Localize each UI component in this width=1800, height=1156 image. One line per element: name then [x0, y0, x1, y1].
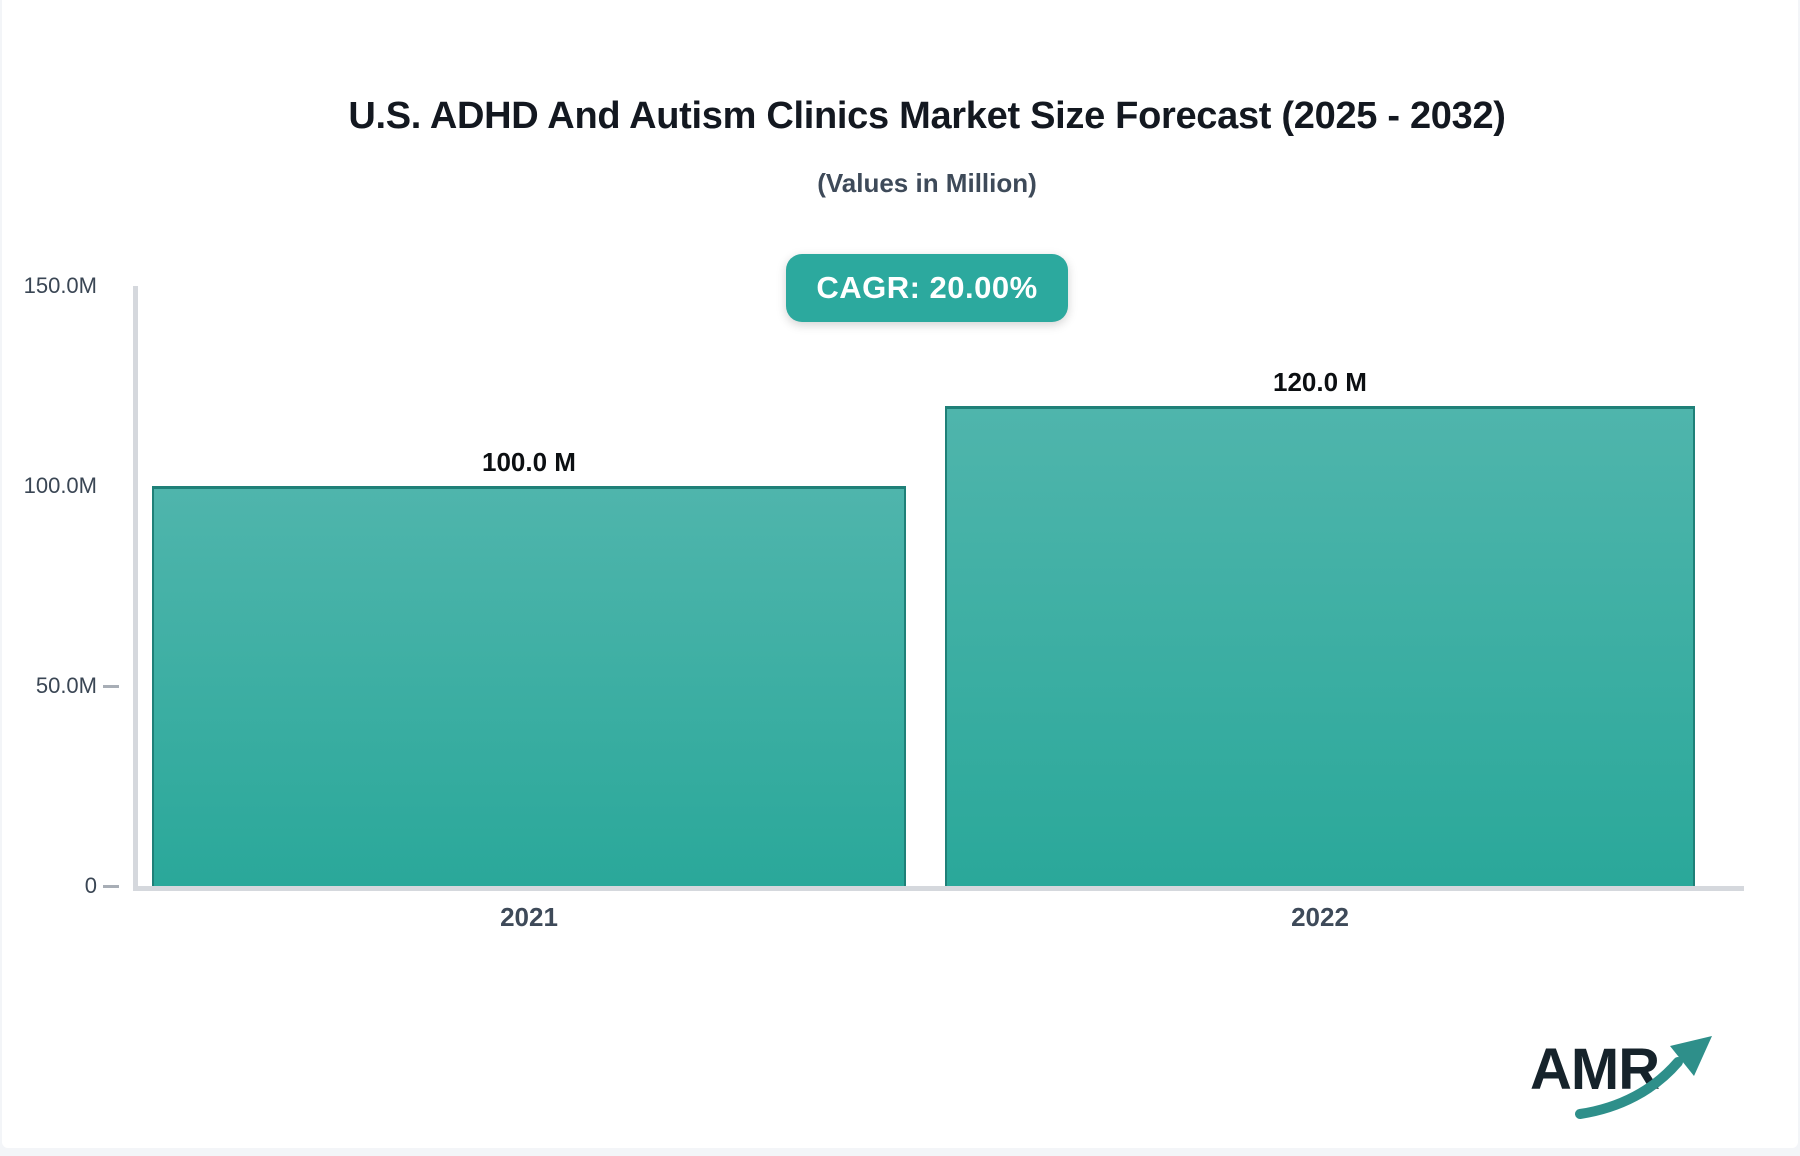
- x-tick-label-2022: 2022: [1291, 902, 1349, 932]
- cagr-badge-row: CAGR: 20.00%: [52, 254, 1800, 322]
- growth-arrow-head: [1670, 1036, 1712, 1076]
- cagr-badge: CAGR: 20.00%: [786, 254, 1068, 322]
- y-tick-mark-0: [103, 885, 119, 888]
- bar-value-label-2021: 100.0 M: [482, 447, 576, 477]
- x-tick-label-2021: 2021: [500, 902, 558, 932]
- chart-subtitle: (Values in Million): [817, 168, 1037, 198]
- growth-arrow-tail: [1575, 1057, 1683, 1119]
- y-tick-mark-50: [103, 685, 119, 688]
- y-tick-label-0: 0: [84, 873, 97, 898]
- amr-logo: AMR: [1530, 1030, 1730, 1126]
- y-tick-label-150: 150.0M: [23, 273, 97, 298]
- y-axis-line: [133, 286, 138, 891]
- bar-2021[interactable]: [152, 486, 906, 886]
- y-tick-label-50: 50.0M: [35, 673, 97, 698]
- bar-value-label-2022: 120.0 M: [1273, 367, 1367, 397]
- bar-2022[interactable]: [945, 406, 1695, 886]
- chart-title: U.S. ADHD And Autism Clinics Market Size…: [348, 95, 1506, 137]
- x-axis-line: [133, 886, 1744, 891]
- growth-arrow-icon: [1575, 1036, 1712, 1119]
- y-tick-label-100: 100.0M: [23, 473, 97, 498]
